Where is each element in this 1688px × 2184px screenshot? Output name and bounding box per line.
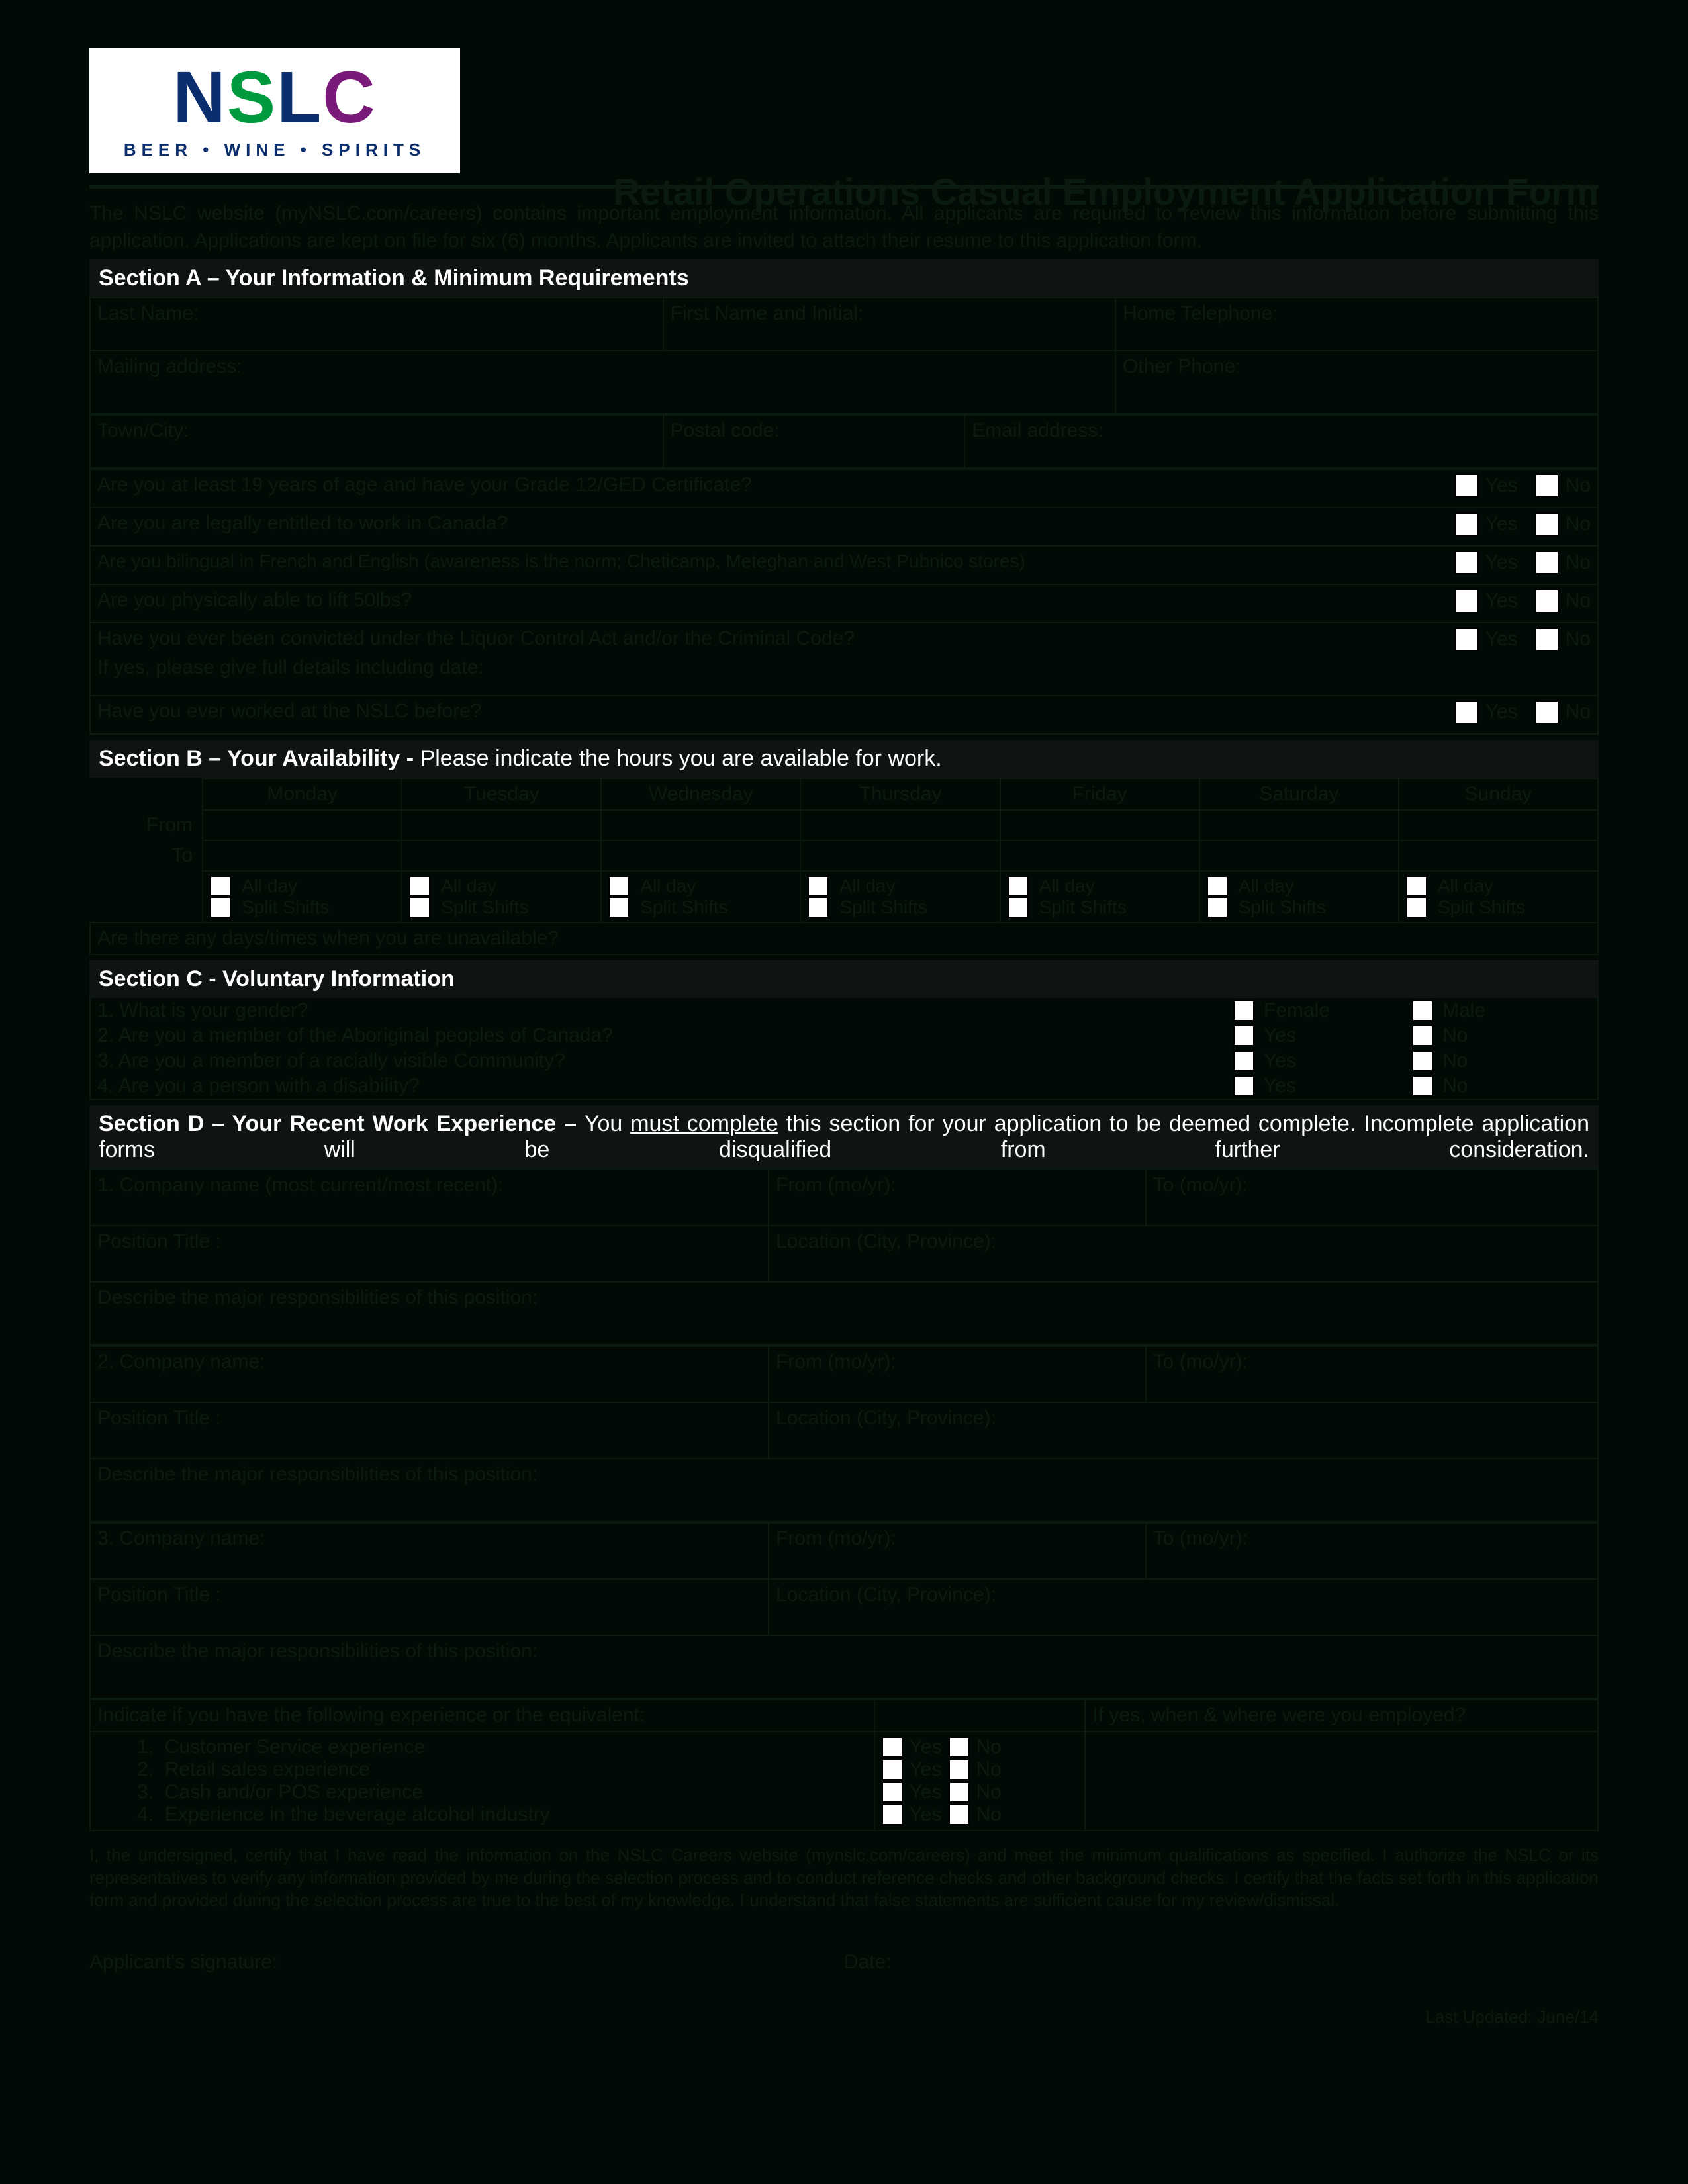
checkbox-yes[interactable] [1455, 589, 1479, 613]
checkbox-yes[interactable] [1455, 627, 1479, 651]
checkbox[interactable] [882, 1759, 903, 1780]
checkbox-no[interactable] [1535, 474, 1559, 498]
checkbox-no[interactable] [1535, 551, 1559, 574]
logo-letter: N [173, 62, 226, 134]
day-header: Saturday [1199, 778, 1399, 810]
q-convict-detail: If yes, please give full details includi… [97, 657, 1591, 679]
checkbox-split[interactable] [608, 897, 630, 918]
logo-letter: L [277, 62, 322, 134]
day-header: Tuesday [402, 778, 601, 810]
label-town[interactable]: Town/City: [90, 415, 663, 468]
checkbox[interactable] [1412, 1050, 1433, 1071]
checkbox[interactable] [882, 1782, 903, 1803]
nslc-logo: N S L C BEER • WINE • SPIRITS [89, 48, 460, 173]
eligibility-questions: Are you at least 19 years of age and hav… [89, 469, 1599, 735]
checkbox-split[interactable] [1008, 897, 1029, 918]
availability-table: Monday Tuesday Wednesday Thursday Friday… [89, 778, 1599, 955]
checkbox[interactable] [882, 1804, 903, 1825]
checkbox-allday[interactable] [210, 876, 231, 897]
q-convict: Have you ever been convicted under the L… [97, 627, 1438, 657]
label-email[interactable]: Email address: [964, 415, 1598, 468]
checkbox-no[interactable] [1535, 627, 1559, 651]
checkbox-yes[interactable] [1455, 700, 1479, 724]
experience-indicators: Indicate if you have the following exper… [89, 1699, 1599, 1831]
checkbox-split[interactable] [210, 897, 231, 918]
section-b-heading: Section B – Your Availability - Please i… [89, 740, 1599, 778]
checkbox[interactable] [1412, 1000, 1433, 1021]
vol-q: 3. Are you a member of a racially visibl… [97, 1050, 1233, 1072]
day-header: Friday [1000, 778, 1199, 810]
checkbox-no[interactable] [1535, 700, 1559, 724]
vol-q: 2. Are you a member of the Aboriginal pe… [97, 1024, 1233, 1047]
logo-letter: C [322, 62, 376, 134]
day-header: Wednesday [601, 778, 800, 810]
checkbox-allday[interactable] [409, 876, 430, 897]
checkbox-allday[interactable] [1406, 876, 1427, 897]
work-experience-blocks: 1. Company name (most current/most recen… [89, 1169, 1599, 1699]
date-label[interactable]: Date: [844, 1951, 1599, 1974]
personal-info-table-2: Town/City: Postal code: Email address: [89, 414, 1599, 469]
checkbox[interactable] [1412, 1025, 1433, 1046]
checkbox[interactable] [1233, 1075, 1254, 1097]
q-lift: Are you physically able to lift 50lbs? [97, 589, 1438, 618]
vol-q: 4. Are you a person with a disability? [97, 1075, 1233, 1097]
checkbox-allday[interactable] [608, 876, 630, 897]
unavailable-note[interactable]: Are there any days/times when you are un… [90, 923, 1598, 954]
label-other-phone[interactable]: Other Phone: [1115, 351, 1598, 414]
label-postal[interactable]: Postal code: [663, 415, 965, 468]
checkbox-allday[interactable] [808, 876, 829, 897]
checkbox[interactable] [1233, 1025, 1254, 1046]
day-header: Thursday [800, 778, 1000, 810]
checkbox[interactable] [1233, 1000, 1254, 1021]
exp-head-right: If yes, when & where were you employed? [1085, 1700, 1598, 1731]
checkbox-allday[interactable] [1008, 876, 1029, 897]
section-d-heading: Section D – Your Recent Work Experience … [89, 1105, 1599, 1169]
checkbox[interactable] [949, 1737, 970, 1758]
section-a-heading: Section A – Your Information & Minimum R… [89, 259, 1599, 297]
personal-info-table: Last Name: First Name and Initial: Home … [89, 297, 1599, 414]
day-header: Sunday [1399, 778, 1598, 810]
checkbox-no[interactable] [1535, 512, 1559, 536]
vol-q: 1. What is your gender? [97, 999, 1233, 1022]
checkbox-allday[interactable] [1207, 876, 1228, 897]
q-age: Are you at least 19 years of age and hav… [97, 474, 1438, 503]
checkbox[interactable] [949, 1804, 970, 1825]
checkbox-yes[interactable] [1455, 474, 1479, 498]
section-c-heading: Section C - Voluntary Information [89, 960, 1599, 998]
checkbox[interactable] [1233, 1050, 1254, 1071]
label-from: From [90, 810, 203, 841]
q-bilingual: Are you bilingual in French and English … [97, 551, 1438, 580]
checkbox-yes[interactable] [1455, 512, 1479, 536]
logo-tagline: BEER • WINE • SPIRITS [124, 140, 426, 160]
checkbox-yes[interactable] [1455, 551, 1479, 574]
label-first-name[interactable]: First Name and Initial: [663, 298, 1115, 351]
day-header: Monday [203, 778, 402, 810]
logo-letter: S [227, 62, 277, 134]
checkbox[interactable] [949, 1759, 970, 1780]
q-legal: Are you are legally entitled to work in … [97, 512, 1438, 541]
label-home-phone[interactable]: Home Telephone: [1115, 298, 1598, 351]
exp-head-left: Indicate if you have the following exper… [90, 1700, 874, 1731]
checkbox-no[interactable] [1535, 589, 1559, 613]
q-worked-before: Have you ever worked at the NSLC before? [97, 700, 1438, 729]
checkbox[interactable] [882, 1737, 903, 1758]
checkbox-split[interactable] [1406, 897, 1427, 918]
checkbox[interactable] [949, 1782, 970, 1803]
checkbox[interactable] [1412, 1075, 1433, 1097]
label-mailing[interactable]: Mailing address: [90, 351, 1115, 414]
form-title: Retail Operations Casual Employment Appl… [614, 170, 1599, 213]
certification-text: I, the undersigned, certify that I have … [89, 1844, 1599, 1911]
checkbox-split[interactable] [409, 897, 430, 918]
label-last-name[interactable]: Last Name: [90, 298, 663, 351]
checkbox-split[interactable] [1207, 897, 1228, 918]
footer-updated: Last Updated: June/14 [89, 2007, 1599, 2027]
checkbox-split[interactable] [808, 897, 829, 918]
label-to: To [90, 841, 203, 871]
signature-label[interactable]: Applicant's signature: [89, 1951, 844, 1974]
